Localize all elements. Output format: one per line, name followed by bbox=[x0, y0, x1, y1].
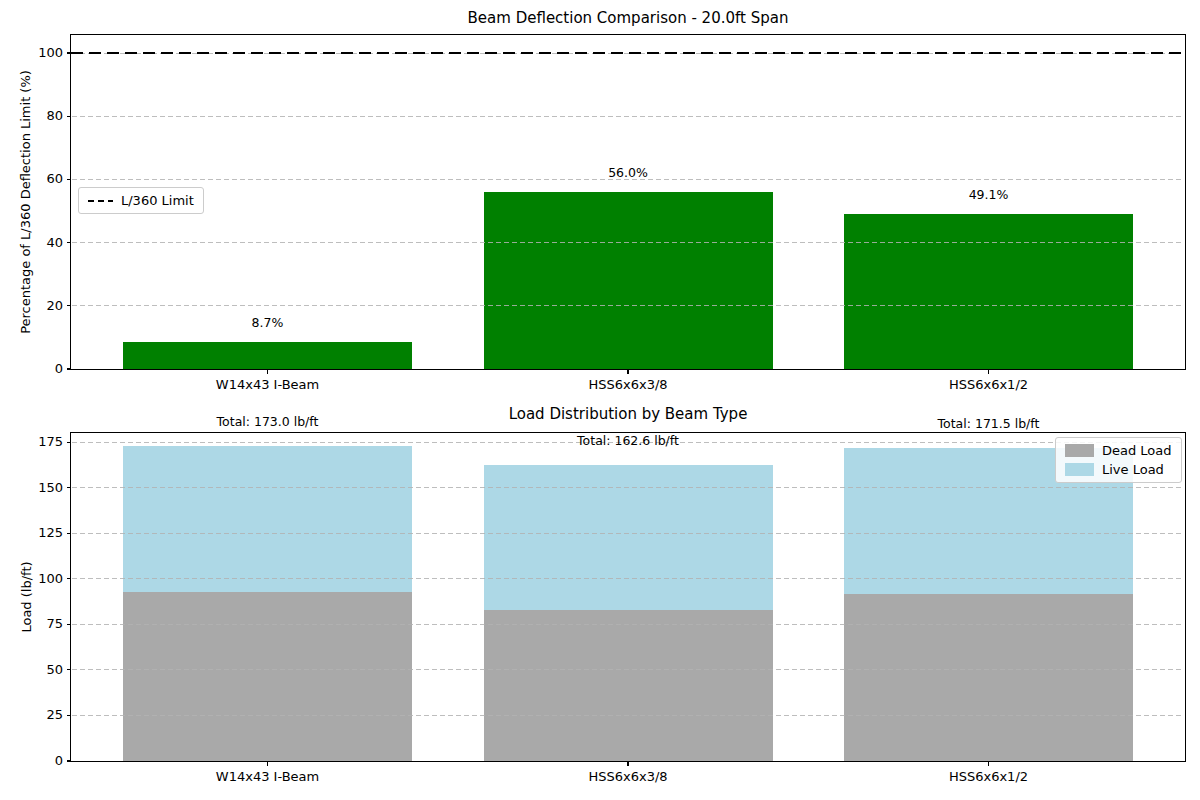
y-tick bbox=[67, 487, 72, 488]
deflection-bar bbox=[484, 192, 773, 369]
legend: Dead Load Live Load bbox=[1055, 437, 1182, 483]
chart-title: Beam Deflection Comparison - 20.0ft Span bbox=[71, 9, 1185, 27]
y-tick bbox=[67, 305, 72, 306]
x-tick-label: HSS6x6x1/2 bbox=[838, 769, 1138, 785]
deflection-bar bbox=[844, 214, 1133, 369]
y-tick bbox=[67, 242, 72, 243]
y-tick bbox=[67, 624, 72, 625]
legend-label: Dead Load bbox=[1102, 443, 1172, 458]
gridline bbox=[72, 533, 1184, 534]
gridline bbox=[72, 715, 1184, 716]
y-tick bbox=[67, 52, 72, 53]
live-load-swatch bbox=[1065, 463, 1094, 476]
dead-load-swatch bbox=[1065, 444, 1094, 457]
x-tick-label: W14x43 I-Beam bbox=[118, 769, 418, 785]
legend-entry: Dead Load bbox=[1065, 443, 1172, 458]
y-tick bbox=[67, 578, 72, 579]
y-tick-label: 0 bbox=[11, 753, 63, 769]
total-load-label: Total: 173.0 lb/ft bbox=[158, 415, 378, 429]
limit-reference-line bbox=[71, 52, 1185, 54]
y-tick-label: 100 bbox=[11, 45, 63, 61]
figure: Beam Deflection Comparison - 20.0ft Span… bbox=[0, 0, 1200, 800]
legend: L/360 Limit bbox=[78, 187, 204, 214]
y-tick-label: 80 bbox=[11, 108, 63, 124]
y-tick-label: 50 bbox=[11, 662, 63, 678]
y-tick-label: 100 bbox=[11, 571, 63, 587]
gridline bbox=[72, 305, 1184, 306]
total-load-label: Total: 171.5 lb/ft bbox=[878, 417, 1098, 431]
y-tick bbox=[67, 715, 72, 716]
x-tick bbox=[267, 761, 268, 766]
x-tick-label: HSS6x6x3/8 bbox=[478, 769, 778, 785]
gridline bbox=[72, 116, 1184, 117]
x-tick bbox=[627, 761, 628, 766]
y-tick bbox=[67, 116, 72, 117]
gridline bbox=[72, 487, 1184, 488]
y-tick bbox=[67, 533, 72, 534]
y-tick-label: 75 bbox=[11, 616, 63, 632]
y-tick bbox=[67, 760, 72, 761]
bar-value-label: 56.0% bbox=[528, 166, 728, 180]
y-tick bbox=[67, 442, 72, 443]
dead-load-bar bbox=[844, 594, 1133, 761]
gridline bbox=[72, 669, 1184, 670]
legend-label: L/360 Limit bbox=[121, 193, 194, 208]
y-tick-label: 20 bbox=[11, 298, 63, 314]
y-tick-label: 25 bbox=[11, 707, 63, 723]
y-tick-label: 175 bbox=[11, 434, 63, 450]
x-tick bbox=[267, 369, 268, 374]
y-tick-label: 150 bbox=[11, 480, 63, 496]
y-tick bbox=[67, 669, 72, 670]
y-tick-label: 60 bbox=[11, 171, 63, 187]
x-tick-label: HSS6x6x3/8 bbox=[478, 377, 778, 393]
legend-entry: Live Load bbox=[1065, 462, 1172, 477]
gridline bbox=[72, 578, 1184, 579]
x-tick bbox=[627, 369, 628, 374]
total-load-label: Total: 162.6 lb/ft bbox=[518, 434, 738, 448]
legend-entry: L/360 Limit bbox=[88, 193, 194, 208]
gridline bbox=[72, 242, 1184, 243]
x-tick-label: HSS6x6x1/2 bbox=[838, 377, 1138, 393]
y-tick bbox=[67, 179, 72, 180]
legend-label: Live Load bbox=[1102, 462, 1164, 477]
bar-value-label: 49.1% bbox=[888, 188, 1088, 202]
y-tick-label: 125 bbox=[11, 525, 63, 541]
y-tick-label: 0 bbox=[11, 361, 63, 377]
y-tick-label: 40 bbox=[11, 235, 63, 251]
dashed-line-swatch bbox=[88, 200, 113, 202]
x-tick bbox=[988, 761, 989, 766]
bar-value-label: 8.7% bbox=[168, 316, 368, 330]
x-tick bbox=[988, 369, 989, 374]
dead-load-bar bbox=[484, 610, 773, 761]
dead-load-bar bbox=[123, 592, 412, 761]
gridline bbox=[72, 624, 1184, 625]
x-tick-label: W14x43 I-Beam bbox=[118, 377, 418, 393]
live-load-bar bbox=[123, 446, 412, 592]
deflection-bar bbox=[123, 342, 412, 369]
y-tick bbox=[67, 368, 72, 369]
